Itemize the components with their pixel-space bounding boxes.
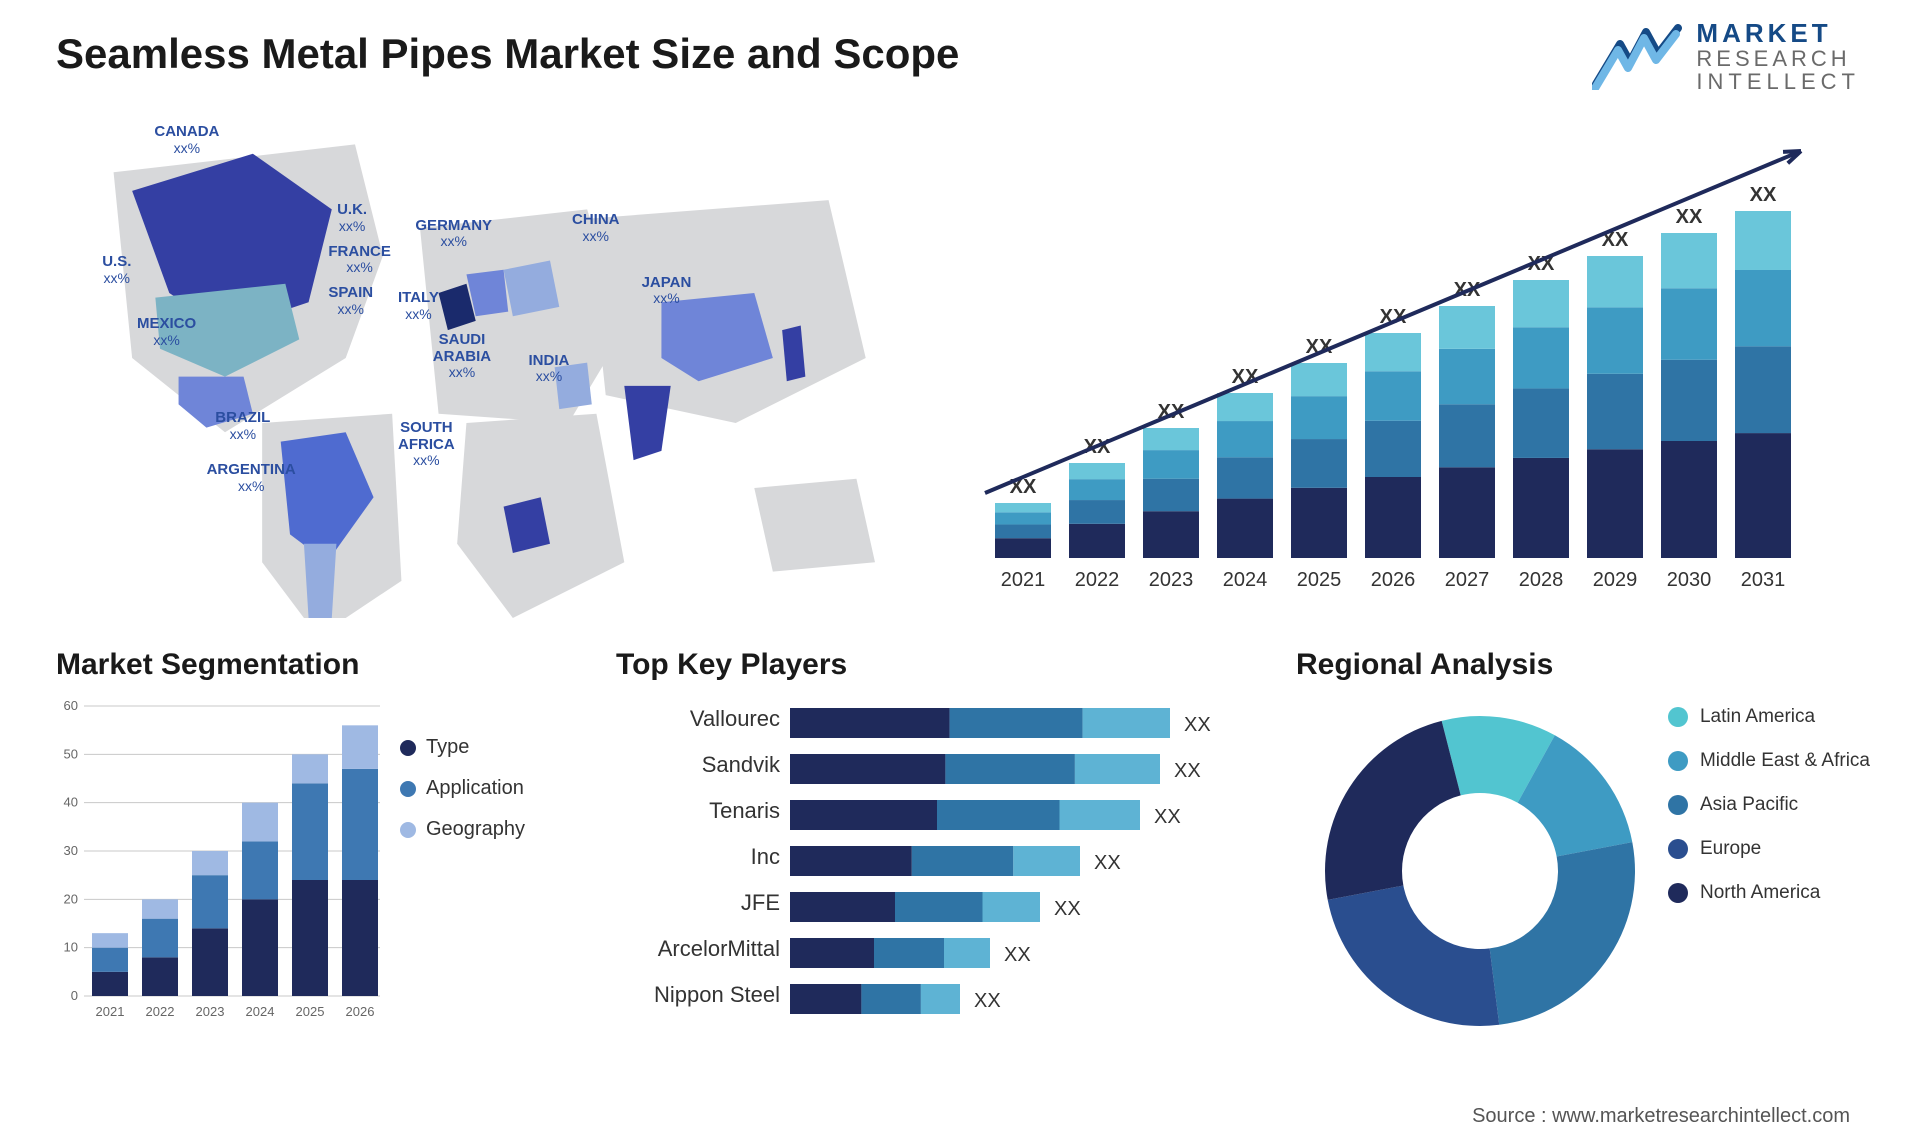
legend-item: North America bbox=[1668, 882, 1870, 904]
players-title: Top Key Players bbox=[616, 648, 1250, 682]
svg-text:2021: 2021 bbox=[96, 1004, 125, 1019]
svg-text:60: 60 bbox=[64, 698, 78, 713]
svg-text:0: 0 bbox=[71, 988, 78, 1003]
player-name: Inc bbox=[610, 834, 780, 880]
segmentation-title: Market Segmentation bbox=[56, 648, 570, 682]
svg-text:2022: 2022 bbox=[146, 1004, 175, 1019]
svg-text:20: 20 bbox=[64, 891, 78, 906]
source-line: Source : www.marketresearchintellect.com bbox=[1472, 1105, 1850, 1128]
svg-text:2024: 2024 bbox=[1223, 569, 1268, 591]
svg-text:30: 30 bbox=[64, 843, 78, 858]
map-label: U.K.xx% bbox=[337, 202, 367, 234]
regional-title: Regional Analysis bbox=[1296, 648, 1870, 682]
map-label: INDIAxx% bbox=[529, 353, 570, 385]
map-label: SPAINxx% bbox=[328, 285, 373, 317]
players-chart: VallourecSandvikTenarisIncJFEArcelorMitt… bbox=[610, 696, 1250, 1078]
legend-item: Europe bbox=[1668, 838, 1870, 860]
svg-text:2023: 2023 bbox=[1149, 569, 1194, 591]
svg-text:2022: 2022 bbox=[1075, 569, 1120, 591]
svg-text:2030: 2030 bbox=[1667, 569, 1712, 591]
player-name: Vallourec bbox=[610, 696, 780, 742]
map-label: MEXICOxx% bbox=[137, 316, 196, 348]
svg-text:XX: XX bbox=[1676, 206, 1703, 228]
svg-text:2025: 2025 bbox=[296, 1004, 325, 1019]
map-label: ARGENTINAxx% bbox=[207, 462, 296, 494]
map-label: U.S.xx% bbox=[102, 254, 131, 286]
svg-text:XX: XX bbox=[1174, 760, 1201, 782]
svg-text:10: 10 bbox=[64, 940, 78, 955]
map-label: FRANCExx% bbox=[328, 244, 391, 276]
svg-text:2026: 2026 bbox=[1371, 569, 1416, 591]
player-name: Nippon Steel bbox=[610, 972, 780, 1018]
player-name: Tenaris bbox=[610, 788, 780, 834]
map-label: ITALYxx% bbox=[398, 290, 439, 322]
svg-text:XX: XX bbox=[1004, 944, 1031, 966]
svg-text:2029: 2029 bbox=[1593, 569, 1638, 591]
logo-line2: RESEARCH bbox=[1696, 47, 1860, 70]
logo-line1: MARKET bbox=[1696, 20, 1860, 47]
regional-chart: Latin America Middle East & Africa Asia Pa… bbox=[1290, 696, 1870, 1078]
svg-text:XX: XX bbox=[1750, 184, 1777, 206]
segmentation-chart: 0 10 20 30 40 50 60 2021 2022 2023 2024 2025 2026 Ty… bbox=[50, 696, 570, 1078]
forecast-chart: XX2021XX2022XX2023XX2024XX2025XX2026XX20… bbox=[960, 98, 1870, 618]
svg-text:2023: 2023 bbox=[196, 1004, 225, 1019]
player-name: ArcelorMittal bbox=[610, 926, 780, 972]
logo-mark-icon bbox=[1592, 24, 1682, 90]
svg-text:XX: XX bbox=[1054, 898, 1081, 920]
map-label: BRAZILxx% bbox=[215, 410, 270, 442]
svg-text:2021: 2021 bbox=[1001, 569, 1046, 591]
svg-text:2028: 2028 bbox=[1519, 569, 1564, 591]
map-label: SOUTHAFRICAxx% bbox=[398, 420, 455, 468]
svg-text:2031: 2031 bbox=[1741, 569, 1786, 591]
svg-text:50: 50 bbox=[64, 746, 78, 761]
svg-text:XX: XX bbox=[974, 990, 1001, 1012]
svg-text:XX: XX bbox=[1094, 852, 1121, 874]
map-label: GERMANYxx% bbox=[415, 218, 492, 250]
map-label: JAPANxx% bbox=[642, 275, 692, 307]
svg-text:2025: 2025 bbox=[1297, 569, 1342, 591]
logo-line3: INTELLECT bbox=[1696, 70, 1860, 93]
legend-item: Type bbox=[400, 736, 525, 759]
world-map: CANADAxx% U.S.xx% MEXICOxx% BRAZILxx% ARGENT… bbox=[50, 98, 920, 618]
svg-text:XX: XX bbox=[1154, 806, 1181, 828]
svg-text:2024: 2024 bbox=[246, 1004, 275, 1019]
svg-text:2027: 2027 bbox=[1445, 569, 1490, 591]
legend-item: Asia Pacific bbox=[1668, 794, 1870, 816]
legend-item: Geography bbox=[400, 818, 525, 841]
brand-logo: MARKET RESEARCH INTELLECT bbox=[1592, 20, 1860, 93]
map-label: SAUDIARABIAxx% bbox=[433, 332, 491, 380]
legend-item: Application bbox=[400, 777, 525, 800]
svg-text:2026: 2026 bbox=[346, 1004, 375, 1019]
svg-text:40: 40 bbox=[64, 795, 78, 810]
player-name: Sandvik bbox=[610, 742, 780, 788]
player-name: JFE bbox=[610, 880, 780, 926]
map-label: CHINAxx% bbox=[572, 212, 620, 244]
legend-item: Latin America bbox=[1668, 706, 1870, 728]
svg-text:XX: XX bbox=[1184, 714, 1211, 736]
map-label: CANADAxx% bbox=[154, 124, 219, 156]
legend-item: Middle East & Africa bbox=[1668, 750, 1870, 772]
